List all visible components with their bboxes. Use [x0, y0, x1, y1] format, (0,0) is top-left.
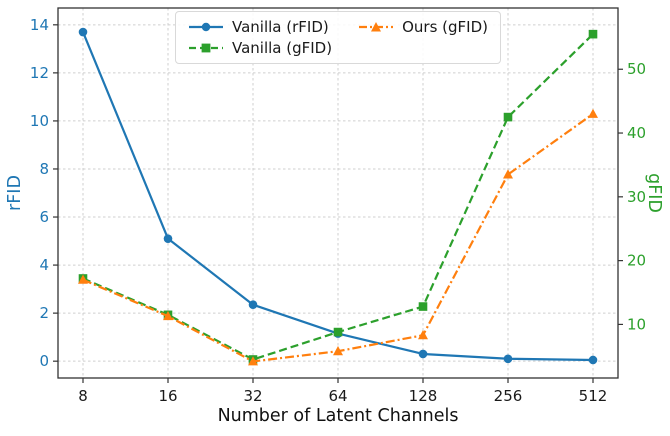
left-tick-label: 4 — [39, 256, 49, 274]
marker-square-vanilla-gfid — [503, 112, 513, 122]
marker-square-vanilla-gfid — [588, 29, 598, 39]
x-tick-label: 512 — [579, 387, 608, 405]
legend-item-vanilla-gfid: Vanilla (gFID) — [188, 39, 332, 57]
x-tick-label: 256 — [494, 387, 523, 405]
left-tick-label: 12 — [30, 64, 49, 82]
marker-circle-vanilla-rfid — [588, 355, 598, 365]
line-triangle-swatch-icon — [359, 22, 394, 32]
marker-triangle-ours-gfid — [78, 274, 88, 284]
marker-square-vanilla-gfid — [418, 302, 428, 311]
right-axis-title: gFID — [644, 173, 664, 213]
x-tick-label: 16 — [158, 387, 177, 405]
legend-item-vanilla-rfid: Vanilla (rFID) — [188, 18, 332, 36]
right-tick-label: 40 — [627, 124, 646, 142]
legend-label: Ours (gFID) — [402, 18, 488, 36]
right-tick-label: 30 — [627, 188, 646, 206]
left-tick-label: 8 — [39, 160, 49, 178]
circle-marker-icon — [201, 22, 211, 32]
marker-circle-vanilla-rfid — [163, 234, 173, 243]
left-tick-label: 0 — [39, 352, 49, 370]
x-axis-title: Number of Latent Channels — [217, 406, 459, 426]
right-tick-label: 20 — [627, 252, 646, 270]
legend-label: Vanilla (rFID) — [232, 18, 329, 36]
marker-circle-vanilla-rfid — [78, 27, 88, 37]
line-circle-swatch-icon — [189, 22, 223, 32]
x-tick-label: 64 — [328, 387, 347, 405]
left-tick-label: 6 — [39, 208, 49, 226]
marker-circle-vanilla-rfid — [503, 354, 513, 364]
marker-circle-vanilla-rfid — [248, 300, 258, 310]
legend-label: Vanilla (gFID) — [232, 39, 333, 57]
series-line-vanilla-gfid — [82, 33, 594, 361]
marker-triangle-ours-gfid — [163, 310, 173, 321]
legend: Vanilla (rFID) Ours (gFID) Vanilla (gFID… — [175, 11, 501, 64]
triangle-marker-icon — [371, 22, 382, 32]
x-tick-label: 128 — [409, 387, 438, 405]
marker-circle-vanilla-rfid — [418, 349, 428, 359]
left-tick-label: 2 — [39, 304, 49, 322]
marker-triangle-ours-gfid — [503, 169, 513, 179]
x-tick-label: 32 — [243, 387, 262, 405]
right-tick-label: 50 — [627, 60, 646, 78]
legend-item-ours-gfid: Ours (gFID) — [358, 18, 488, 36]
marker-triangle-ours-gfid — [588, 108, 598, 118]
x-tick-label: 8 — [78, 387, 88, 405]
line-square-swatch-icon — [189, 43, 223, 53]
left-tick-label: 10 — [30, 112, 49, 130]
series-line-vanilla-rfid — [81, 31, 594, 362]
right-tick-label: 10 — [627, 315, 646, 333]
marker-triangle-ours-gfid — [333, 346, 343, 356]
marker-triangle-ours-gfid — [418, 330, 428, 340]
left-axis-title: rFID — [5, 175, 25, 211]
square-marker-icon — [201, 43, 211, 53]
marker-triangle-ours-gfid — [248, 356, 258, 366]
left-tick-label: 14 — [30, 16, 49, 34]
marker-square-vanilla-gfid — [333, 327, 343, 337]
